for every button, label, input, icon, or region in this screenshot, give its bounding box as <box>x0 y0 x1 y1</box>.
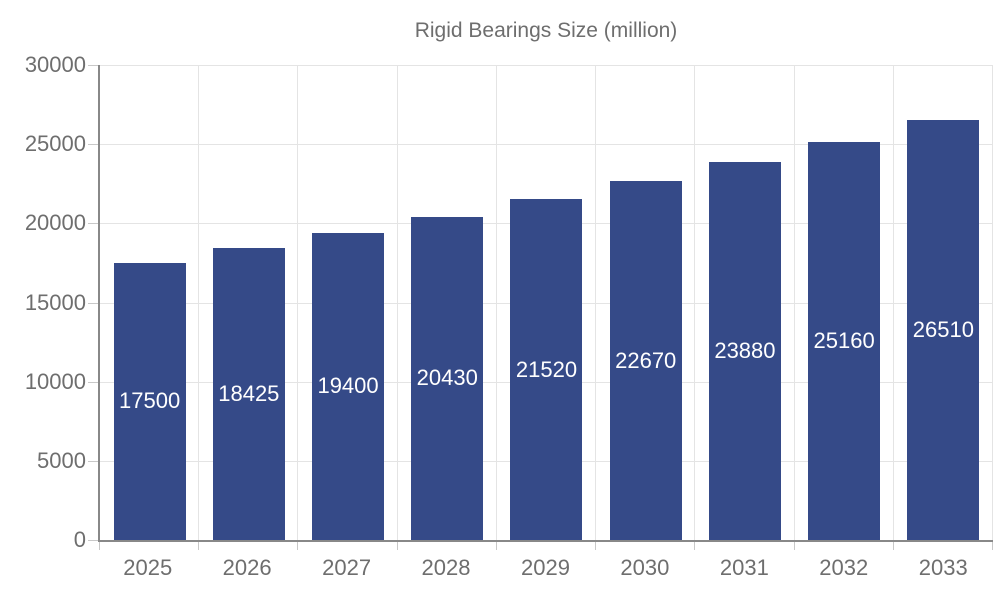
bar-data-label: 22670 <box>615 347 677 373</box>
y-tick-mark <box>88 302 98 304</box>
bar-2025: 17500 <box>113 262 186 540</box>
bar-data-label: 21520 <box>515 356 578 382</box>
gridline-vertical <box>495 65 497 540</box>
bar-2030: 22670 <box>609 181 682 540</box>
bar-2028: 20430 <box>411 216 484 540</box>
gridline-vertical <box>992 65 993 540</box>
x-tick-mark <box>297 542 299 550</box>
y-tick-mark <box>88 540 98 541</box>
bar-slot: 20430 <box>398 65 497 540</box>
gridline-vertical <box>694 65 696 540</box>
x-tick-mark <box>992 542 993 550</box>
bar-slot: 17500 <box>100 65 199 540</box>
x-tick-label: 2029 <box>520 555 570 580</box>
y-tick-mark <box>88 381 98 383</box>
bar-slot: 25160 <box>795 65 894 540</box>
x-axis-labels: 2025 2026 2027 2028 2029 2030 2031 2032 2033 <box>98 553 993 587</box>
x-tick-label: 2026 <box>222 555 272 580</box>
bar-2032: 25160 <box>808 141 881 540</box>
bar-2029: 21520 <box>510 199 583 540</box>
bar-2031: 23880 <box>708 161 781 540</box>
y-tick-label: 20000 <box>24 210 86 236</box>
bar-2026: 18425 <box>212 248 285 540</box>
x-tick-mark <box>396 542 398 550</box>
x-tick-mark <box>198 542 200 550</box>
gridline-vertical <box>595 65 597 540</box>
x-tick-label: 2025 <box>123 555 173 580</box>
y-tick-label: 30000 <box>24 52 86 77</box>
x-tick-mark <box>595 542 597 550</box>
plot-area: 17500 18425 19400 20430 21520 22670 23880 25160… <box>88 65 993 550</box>
gridline-vertical <box>396 65 398 540</box>
bar-data-label: 17500 <box>119 388 181 414</box>
x-tick-label: 2033 <box>918 555 968 580</box>
y-tick-label: 10000 <box>24 368 86 394</box>
y-axis-labels: 0 5000 10000 15000 20000 25000 30000 <box>0 52 86 552</box>
x-tick-label: 2030 <box>620 555 670 580</box>
bar-slot: 19400 <box>298 65 397 540</box>
x-tick-mark <box>694 542 696 550</box>
y-tick-mark <box>88 223 98 225</box>
x-tick-label: 2028 <box>421 555 471 580</box>
gridline-vertical <box>892 65 894 540</box>
bar-slot: 26510 <box>894 65 993 540</box>
gridline-horizontal <box>100 65 993 66</box>
gridline-vertical <box>297 65 299 540</box>
x-tick-label: 2031 <box>719 555 769 580</box>
y-tick-mark <box>88 144 98 146</box>
x-tick-label: 2032 <box>819 555 869 580</box>
y-tick-label: 25000 <box>24 131 86 157</box>
gridline-vertical <box>198 65 200 540</box>
gridline-horizontal <box>100 144 993 146</box>
y-tick-label: 15000 <box>24 289 86 315</box>
bar-slot: 21520 <box>497 65 596 540</box>
bar-2027: 19400 <box>312 232 385 540</box>
y-tick-label: 5000 <box>37 447 86 473</box>
x-tick-mark <box>495 542 497 550</box>
x-tick-mark <box>99 542 100 550</box>
bar-data-label: 26510 <box>912 317 974 343</box>
bar-data-label: 19400 <box>317 373 379 399</box>
bar-slot: 18425 <box>199 65 298 540</box>
legend-swatch <box>323 18 398 44</box>
bar-slot: 23880 <box>695 65 794 540</box>
bar-data-label: 18425 <box>218 381 280 407</box>
x-tick-label: 2027 <box>322 555 372 580</box>
bar-data-label: 23880 <box>714 337 776 363</box>
bar-data-label: 20430 <box>416 365 478 391</box>
legend-item[interactable]: Rigid Bearings Size (million) <box>0 18 1000 44</box>
x-tick-mark <box>892 542 894 550</box>
y-tick-mark <box>88 460 98 462</box>
bar-data-label: 25160 <box>813 327 875 353</box>
gridline-vertical <box>793 65 795 540</box>
bar-2033: 26510 <box>907 120 980 540</box>
bar-series: 17500 18425 19400 20430 21520 22670 23880 25160… <box>100 65 993 540</box>
bar-slot: 22670 <box>596 65 695 540</box>
y-tick-mark <box>88 65 98 66</box>
y-tick-label: 0 <box>73 527 86 552</box>
legend-label: Rigid Bearings Size (million) <box>414 19 678 42</box>
x-tick-mark <box>793 542 795 550</box>
